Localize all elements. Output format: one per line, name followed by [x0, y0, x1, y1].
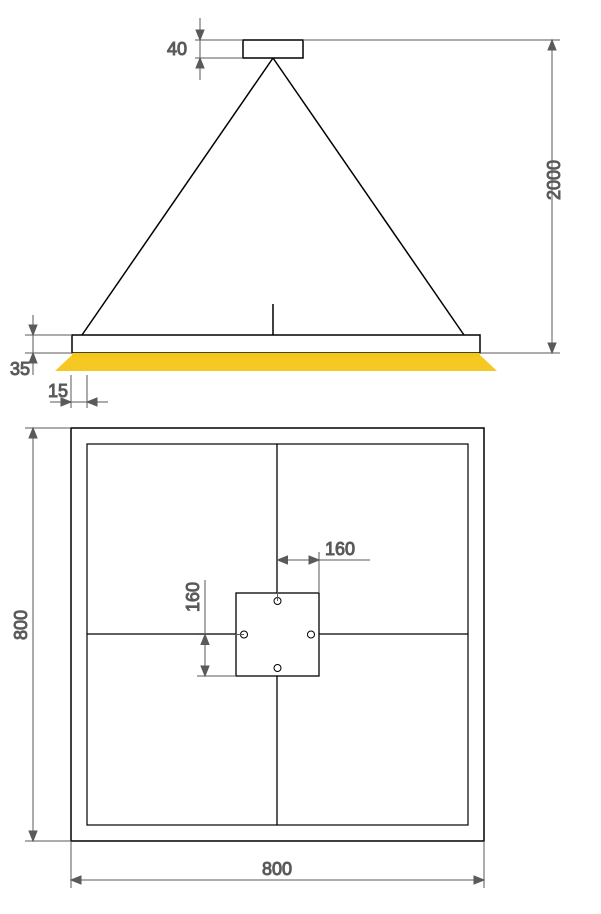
profile-bar	[72, 335, 480, 353]
dim-40: 40	[167, 18, 243, 80]
cable-right	[273, 58, 464, 335]
dim-35-label: 35	[10, 359, 30, 379]
dim-40-label: 40	[167, 39, 187, 59]
dim-800h-label: 800	[262, 859, 292, 879]
dim-160-v: 160	[183, 580, 244, 676]
technical-drawing: 40 2000 35 15	[0, 0, 601, 914]
side-view	[55, 40, 497, 371]
cable-left	[82, 58, 273, 335]
hole-bottom	[274, 665, 281, 672]
dim-800-h: 800	[71, 841, 484, 888]
dim-2000-label: 2000	[544, 160, 564, 200]
hole-right	[308, 631, 315, 638]
dim-15: 15	[48, 375, 108, 408]
dim-160h-label: 160	[325, 539, 355, 559]
plan-view	[71, 428, 484, 841]
dim-800-v: 800	[11, 428, 71, 841]
dim-160-h: 160	[278, 539, 371, 601]
drawing-svg: 40 2000 35 15	[0, 0, 601, 914]
dim-160v-label: 160	[183, 582, 203, 612]
canopy	[243, 40, 303, 58]
dim-2000: 2000	[303, 40, 564, 353]
dim-15-label: 15	[48, 381, 68, 401]
dim-800v-label: 800	[11, 610, 31, 640]
center-box	[236, 593, 319, 676]
light-glow	[55, 353, 497, 371]
